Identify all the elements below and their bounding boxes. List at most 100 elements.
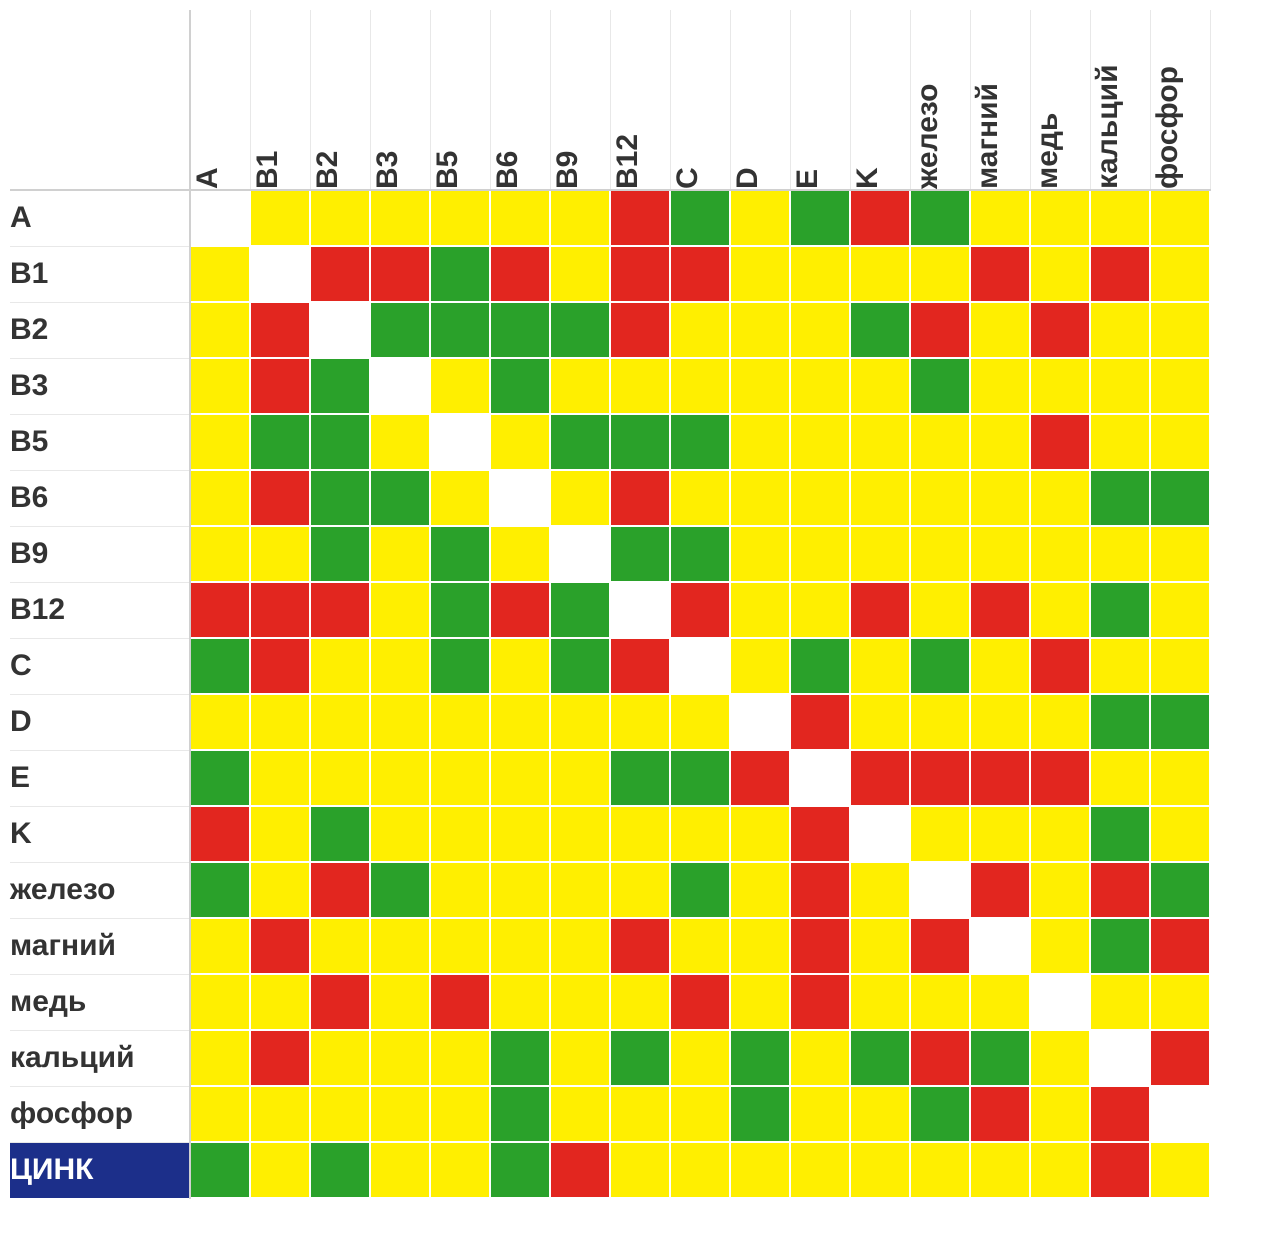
matrix-cell [430,246,490,302]
matrix-cell [790,638,850,694]
matrix-cell [250,246,310,302]
matrix-cell [910,190,970,246]
matrix-cell [970,302,1030,358]
matrix-cell [790,190,850,246]
matrix-cell [190,918,250,974]
matrix-cell [1030,358,1090,414]
matrix-cell [670,582,730,638]
matrix-cell [250,974,310,1030]
matrix-cell [550,1030,610,1086]
matrix-cell [730,190,790,246]
matrix-cell [610,582,670,638]
matrix-cell [790,694,850,750]
matrix-row: B12 [10,582,1210,638]
matrix-cell [910,526,970,582]
matrix-cell [490,246,550,302]
matrix-cell [850,470,910,526]
matrix-cell [970,1030,1030,1086]
column-header: B5 [430,10,490,190]
matrix-cell [1090,1086,1150,1142]
matrix-table: AB1B2B3B5B6B9B12CDEKжелезомагниймедькаль… [10,10,1211,1199]
matrix-cell [970,1142,1030,1198]
matrix-cell [910,862,970,918]
matrix-cell [790,302,850,358]
matrix-cell [970,526,1030,582]
matrix-cell [970,862,1030,918]
matrix-cell [730,750,790,806]
matrix-cell [370,862,430,918]
matrix-cell [310,358,370,414]
matrix-cell [1090,750,1150,806]
compatibility-matrix: AB1B2B3B5B6B9B12CDEKжелезомагниймедькаль… [10,10,1211,1199]
matrix-row: медь [10,974,1210,1030]
matrix-cell [730,246,790,302]
matrix-cell [1150,1030,1210,1086]
matrix-cell [250,1086,310,1142]
matrix-cell [970,190,1030,246]
matrix-cell [550,582,610,638]
matrix-cell [310,862,370,918]
matrix-cell [850,918,910,974]
matrix-cell [250,526,310,582]
matrix-cell [1150,638,1210,694]
matrix-cell [610,302,670,358]
column-header: фосфор [1150,10,1210,190]
matrix-cell [670,470,730,526]
matrix-cell [370,470,430,526]
matrix-cell [1030,638,1090,694]
matrix-cell [1030,862,1090,918]
matrix-cell [550,750,610,806]
matrix-cell [850,694,910,750]
matrix-cell [370,638,430,694]
matrix-cell [610,974,670,1030]
matrix-cell [1150,526,1210,582]
matrix-cell [790,1142,850,1198]
column-header-row: AB1B2B3B5B6B9B12CDEKжелезомагниймедькаль… [10,10,1210,190]
matrix-cell [250,302,310,358]
matrix-cell [970,470,1030,526]
matrix-cell [910,302,970,358]
matrix-cell [910,414,970,470]
matrix-cell [610,526,670,582]
matrix-cell [250,918,310,974]
matrix-cell [1090,582,1150,638]
column-header: D [730,10,790,190]
matrix-cell [430,414,490,470]
matrix-cell [190,862,250,918]
matrix-cell [790,526,850,582]
matrix-row: фосфор [10,1086,1210,1142]
row-header: ЦИНК [10,1142,190,1198]
matrix-cell [490,638,550,694]
matrix-cell [310,1142,370,1198]
column-header: B6 [490,10,550,190]
matrix-cell [190,358,250,414]
matrix-cell [970,750,1030,806]
matrix-cell [490,526,550,582]
matrix-cell [490,1086,550,1142]
matrix-cell [850,190,910,246]
matrix-cell [550,1086,610,1142]
matrix-cell [850,806,910,862]
matrix-cell [370,974,430,1030]
matrix-cell [550,414,610,470]
matrix-cell [730,302,790,358]
matrix-cell [1150,246,1210,302]
matrix-cell [610,750,670,806]
matrix-cell [190,582,250,638]
matrix-cell [250,470,310,526]
matrix-cell [1150,302,1210,358]
matrix-row: B1 [10,246,1210,302]
matrix-cell [310,974,370,1030]
matrix-row: D [10,694,1210,750]
row-header: B6 [10,470,190,526]
matrix-cell [850,302,910,358]
matrix-cell [1030,694,1090,750]
column-header: C [670,10,730,190]
matrix-cell [1090,470,1150,526]
matrix-cell [670,806,730,862]
matrix-cell [250,1030,310,1086]
matrix-cell [430,974,490,1030]
matrix-cell [790,414,850,470]
matrix-cell [190,750,250,806]
matrix-cell [850,862,910,918]
